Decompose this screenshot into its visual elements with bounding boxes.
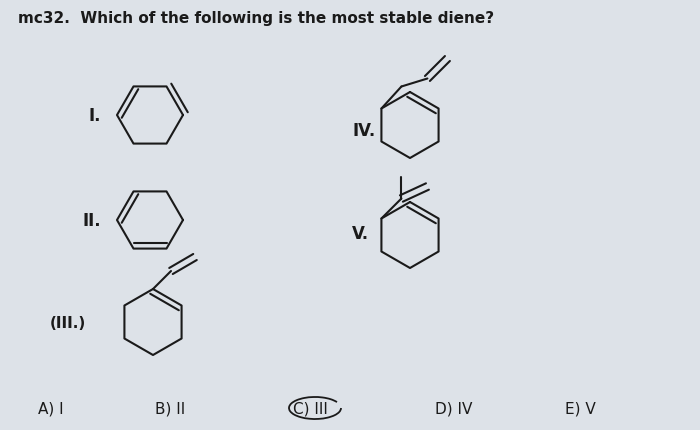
Text: E) V: E) V bbox=[565, 401, 596, 415]
Text: D) IV: D) IV bbox=[435, 401, 472, 415]
Text: C) III: C) III bbox=[293, 401, 328, 415]
Text: A) I: A) I bbox=[38, 401, 64, 415]
Text: (III.): (III.) bbox=[50, 315, 86, 330]
Text: II.: II. bbox=[82, 212, 101, 230]
Text: I.: I. bbox=[88, 107, 101, 125]
Text: IV.: IV. bbox=[352, 122, 375, 140]
Text: V.: V. bbox=[352, 224, 369, 243]
Text: mc32.  Which of the following is the most stable diene?: mc32. Which of the following is the most… bbox=[18, 11, 494, 26]
Text: B) II: B) II bbox=[155, 401, 186, 415]
